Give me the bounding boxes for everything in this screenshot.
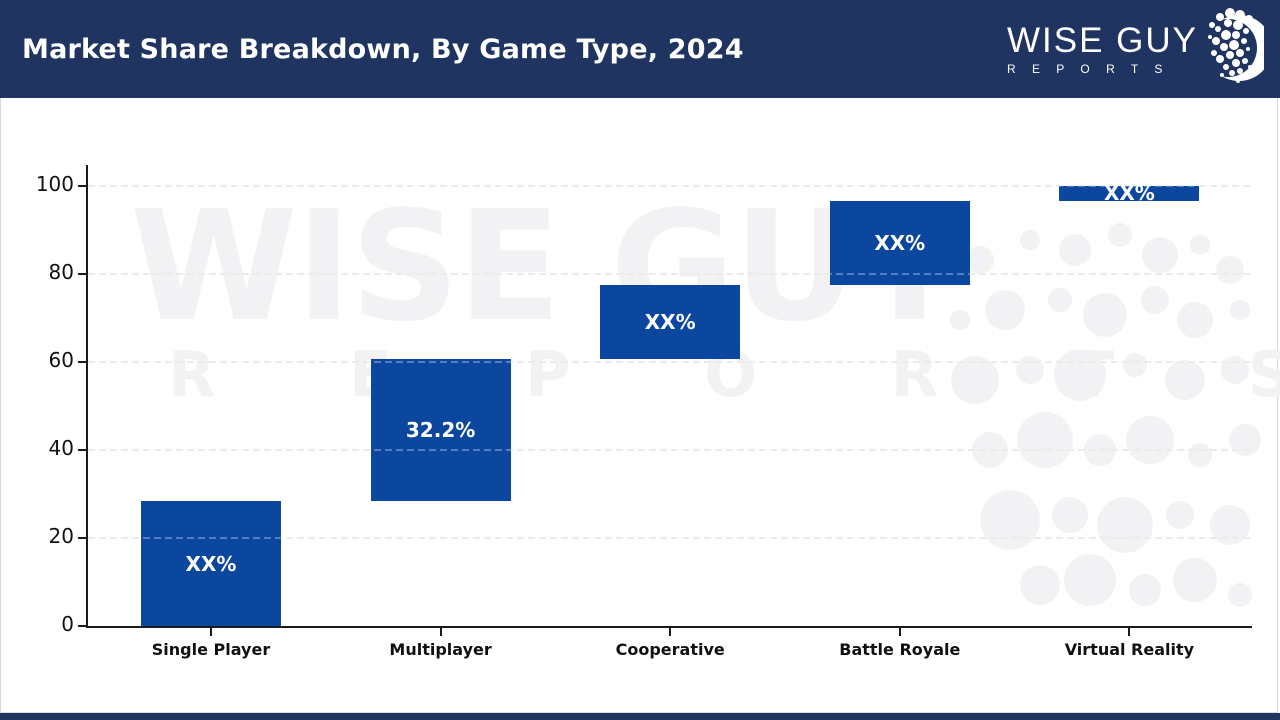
logo-wise-guy-text: WISE GUY xyxy=(1006,21,1198,60)
wise-guy-reports-logo: WISE GUY R E P O R T S xyxy=(1007,7,1280,91)
dotted-head-icon xyxy=(1202,8,1264,83)
page-title: Market Share Breakdown, By Game Type, 20… xyxy=(22,33,744,65)
logo-wordmark: WISE GUY R E P O R T S xyxy=(1007,23,1198,75)
watermark-wise-guy: WISE GUY xyxy=(130,178,965,355)
footer-bar xyxy=(0,713,1280,720)
watermark-dotted-head xyxy=(950,223,1261,607)
header-bar: Market Share Breakdown, By Game Type, 20… xyxy=(0,0,1280,98)
logo-reports-text: R E P O R T S xyxy=(1006,62,1169,76)
